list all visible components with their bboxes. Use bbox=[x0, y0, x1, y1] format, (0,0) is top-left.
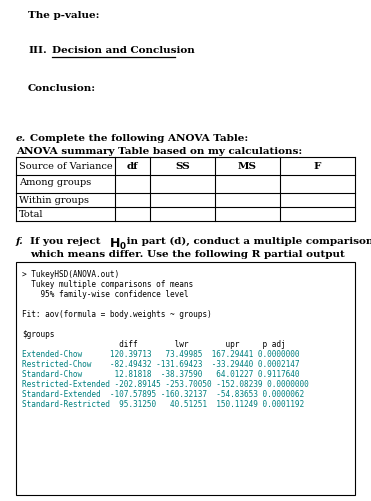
Text: 95% family-wise confidence level: 95% family-wise confidence level bbox=[22, 290, 188, 299]
Text: SS: SS bbox=[175, 162, 190, 171]
Text: Tukey multiple comparisons of means: Tukey multiple comparisons of means bbox=[22, 280, 193, 289]
Text: Decision and Conclusion: Decision and Conclusion bbox=[52, 46, 195, 55]
Text: The p-value:: The p-value: bbox=[28, 11, 99, 20]
Text: Fit: aov(formula = body.weights ~ groups): Fit: aov(formula = body.weights ~ groups… bbox=[22, 310, 211, 319]
Text: Standard-Extended  -107.57895 -160.32137  -54.83653 0.0000062: Standard-Extended -107.57895 -160.32137 … bbox=[22, 390, 304, 399]
Text: Source of Variance: Source of Variance bbox=[19, 162, 113, 171]
Text: Standard-Restricted  95.31250   40.51251  150.11249 0.0001192: Standard-Restricted 95.31250 40.51251 15… bbox=[22, 400, 304, 409]
Bar bbox=[16, 262, 355, 495]
Text: If you reject: If you reject bbox=[30, 237, 104, 246]
Text: Total: Total bbox=[19, 210, 43, 219]
Text: Restricted-Chow    -82.49432 -131.69423  -33.29440 0.0002147: Restricted-Chow -82.49432 -131.69423 -33… bbox=[22, 360, 299, 369]
Text: ANOVA summary Table based on my calculations:: ANOVA summary Table based on my calculat… bbox=[16, 147, 302, 156]
Text: > TukeyHSD(ANOVA.out): > TukeyHSD(ANOVA.out) bbox=[22, 270, 119, 279]
Text: e.: e. bbox=[16, 134, 26, 143]
Text: Among groups: Among groups bbox=[19, 178, 91, 187]
Text: III.: III. bbox=[28, 46, 47, 55]
Text: $\mathbf{H_0}$: $\mathbf{H_0}$ bbox=[109, 237, 127, 252]
Text: in part (d), conduct a multiple comparison test to identify: in part (d), conduct a multiple comparis… bbox=[123, 237, 371, 246]
Text: df: df bbox=[127, 162, 138, 171]
Text: $groups: $groups bbox=[22, 330, 55, 339]
Text: f.: f. bbox=[16, 237, 24, 246]
Text: Conclusion:: Conclusion: bbox=[28, 84, 96, 93]
Text: Within groups: Within groups bbox=[19, 196, 89, 205]
Text: diff        lwr        upr     p adj: diff lwr upr p adj bbox=[22, 340, 286, 349]
Text: Extended-Chow      120.39713   73.49985  167.29441 0.0000000: Extended-Chow 120.39713 73.49985 167.294… bbox=[22, 350, 299, 359]
Text: Restricted-Extended -202.89145 -253.70050 -152.08239 0.0000000: Restricted-Extended -202.89145 -253.7005… bbox=[22, 380, 309, 389]
Text: Complete the following ANOVA Table:: Complete the following ANOVA Table: bbox=[30, 134, 248, 143]
Text: which means differ. Use the following R partial output: which means differ. Use the following R … bbox=[30, 250, 345, 259]
Text: F: F bbox=[314, 162, 321, 171]
Text: Standard-Chow       12.81818  -38.37590   64.01227 0.9117640: Standard-Chow 12.81818 -38.37590 64.0122… bbox=[22, 370, 299, 379]
Text: MS: MS bbox=[238, 162, 257, 171]
